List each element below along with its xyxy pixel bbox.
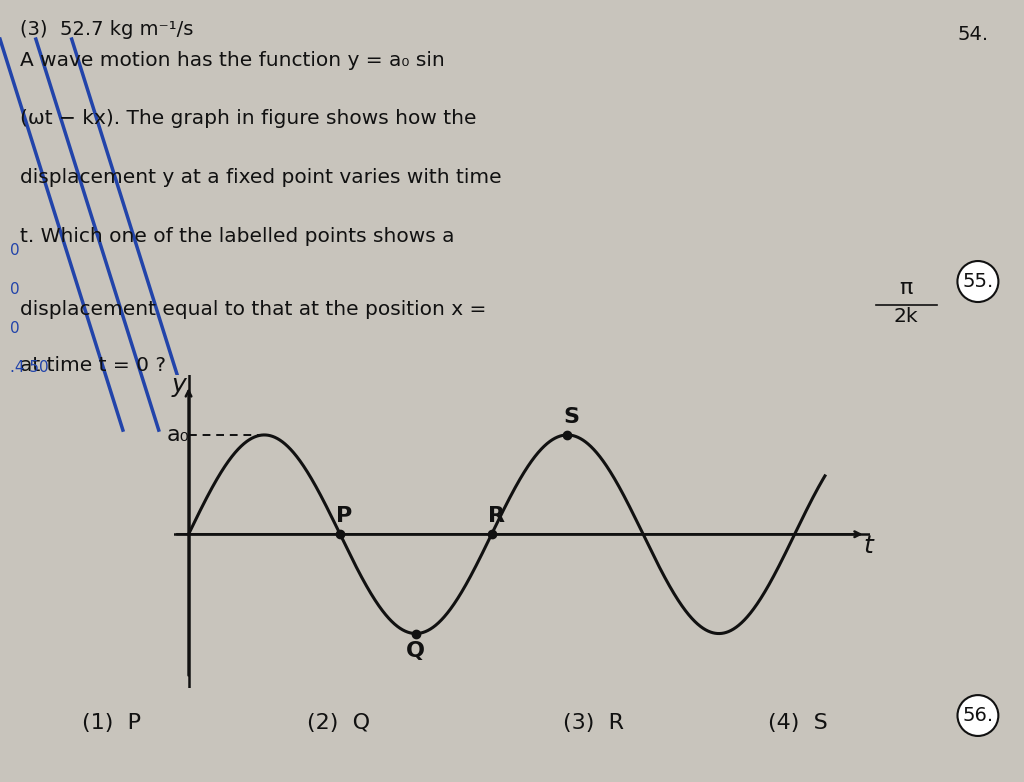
Text: S: S <box>563 407 580 427</box>
Text: t: t <box>863 534 872 558</box>
Text: 55.: 55. <box>963 272 993 291</box>
Text: (3)  52.7 kg m⁻¹/s: (3) 52.7 kg m⁻¹/s <box>20 20 194 38</box>
Text: t. Which one of the labelled points shows a: t. Which one of the labelled points show… <box>20 227 455 246</box>
Text: 0: 0 <box>10 242 19 258</box>
Text: (3)  R: (3) R <box>563 713 625 734</box>
Text: (ωt − kx). The graph in figure shows how the: (ωt − kx). The graph in figure shows how… <box>20 109 477 128</box>
Text: a₀: a₀ <box>167 425 189 445</box>
Text: .4 50: .4 50 <box>10 360 49 375</box>
Text: R: R <box>487 507 505 526</box>
Text: (4)  S: (4) S <box>768 713 827 734</box>
Text: at time t = 0 ?: at time t = 0 ? <box>20 356 167 375</box>
Text: P: P <box>336 507 352 526</box>
Text: A wave motion has the function y = a₀ sin: A wave motion has the function y = a₀ si… <box>20 51 445 70</box>
Text: (1)  P: (1) P <box>82 713 141 734</box>
Text: 54.: 54. <box>957 25 988 44</box>
Text: 56.: 56. <box>963 706 993 725</box>
Text: y: y <box>172 373 186 397</box>
Text: π: π <box>900 278 912 298</box>
Text: (2)  Q: (2) Q <box>307 713 371 734</box>
Text: displacement equal to that at the position x =: displacement equal to that at the positi… <box>20 300 486 318</box>
Text: 0: 0 <box>10 282 19 297</box>
Text: Q: Q <box>407 641 425 662</box>
Text: displacement y at a fixed point varies with time: displacement y at a fixed point varies w… <box>20 168 502 187</box>
Text: 0: 0 <box>10 321 19 336</box>
Text: 2k: 2k <box>894 307 919 326</box>
